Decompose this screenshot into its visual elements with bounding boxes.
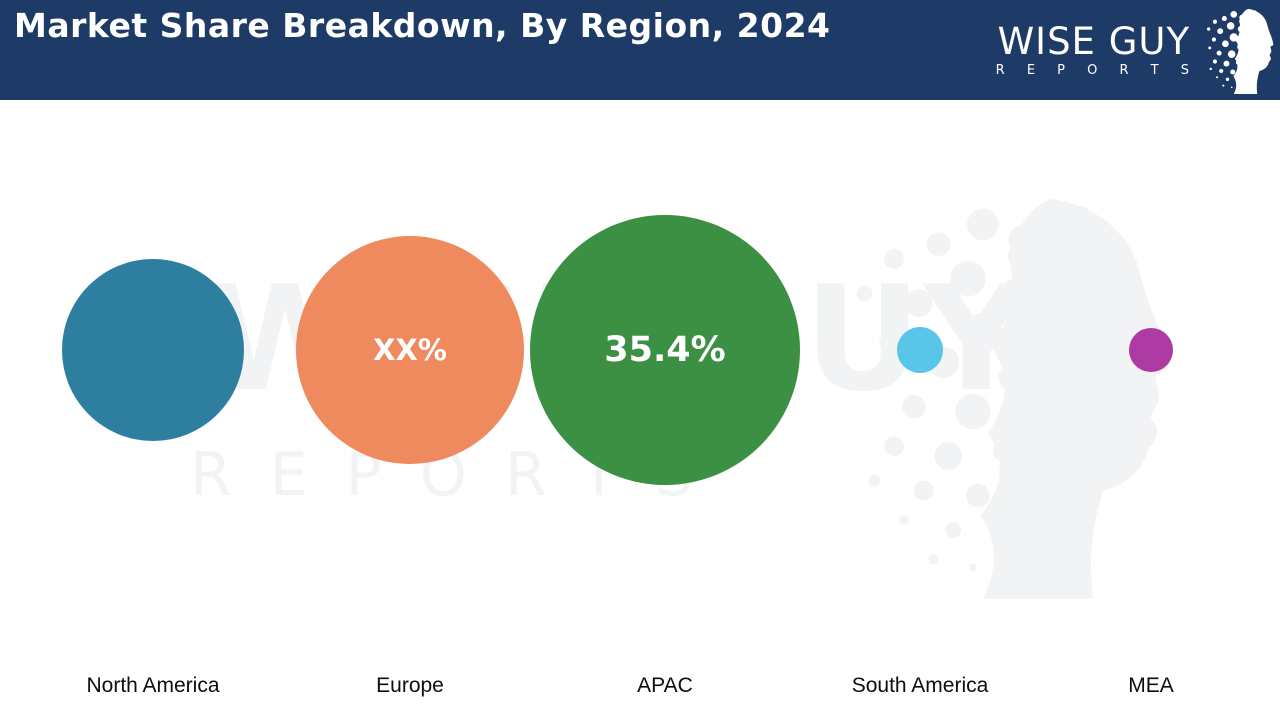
bubble-south-america — [897, 327, 943, 373]
category-label-mea: MEA — [1128, 674, 1174, 697]
category-label-north-america: North America — [86, 674, 220, 697]
bubble-chart: WISE GUY REPORTS North AmericaXX%Europe3… — [0, 100, 1280, 720]
bubble-north-america — [62, 259, 244, 441]
logo-subtext: R E P O R T S — [995, 62, 1198, 78]
bubble-value-label: XX% — [373, 333, 447, 367]
bubble-value-label: 35.4% — [604, 330, 726, 370]
header-bar: Market Share Breakdown, By Region, 2024 … — [0, 0, 1280, 100]
bubble-apac: 35.4% — [530, 215, 800, 485]
brand-logo-text: WISE GUY R E P O R T S — [990, 23, 1198, 78]
logo-wordmark: WISE GUY — [997, 19, 1191, 63]
category-label-europe: Europe — [376, 674, 444, 697]
page-title: Market Share Breakdown, By Region, 2024 — [14, 6, 831, 45]
brand-logo: WISE GUY R E P O R T S — [990, 2, 1274, 98]
wise-guy-face-icon — [1202, 6, 1274, 94]
bubble-europe: XX% — [296, 236, 524, 464]
bubble-mea — [1129, 328, 1173, 372]
category-label-apac: APAC — [637, 674, 693, 697]
category-label-south-america: South America — [851, 674, 989, 697]
bubble-stage: North America XX% Europe 35.4% APAC South Ame… — [0, 100, 1280, 720]
